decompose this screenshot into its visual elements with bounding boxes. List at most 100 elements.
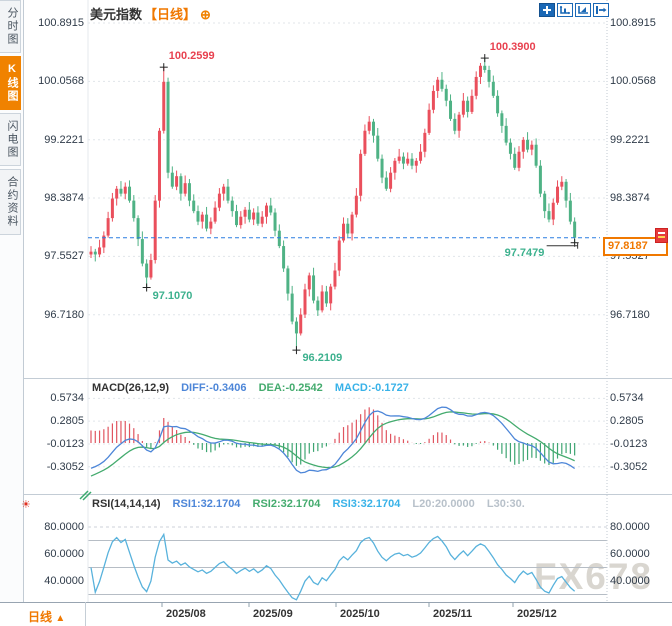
candle-body [436,79,440,91]
x-axis-label: 2025/12 [517,608,557,620]
candle-body [316,300,320,311]
rsi-line [90,532,576,601]
candle-body [187,183,191,201]
candle-body [363,130,367,154]
x-axis-label: 2025/08 [166,608,206,620]
chevron-up-icon: ▲ [55,613,66,624]
candle-body [115,188,119,199]
candle-body [419,151,423,161]
candle-body [440,79,444,89]
candle-body [196,211,200,222]
candle-body [153,200,157,261]
candle-body [560,181,564,187]
candle-body [517,151,521,168]
candle-body [209,221,213,229]
candle-body [140,239,144,264]
macd-layer [90,406,576,477]
candles-layer [89,58,577,351]
candle-body [243,209,247,217]
candle-body [513,153,517,168]
candle-body [132,200,136,219]
sidebar-item-contract-info[interactable]: 合约资料 [0,169,21,235]
candle-body [508,142,512,154]
candle-body [307,275,311,290]
candle-body [264,205,268,217]
add-indicator-icon[interactable]: ⊕ [200,7,211,22]
candle-body [538,165,542,194]
x-axis-label: 2025/09 [253,608,293,620]
candle-body [389,172,393,189]
price-alert-icon[interactable] [655,227,668,243]
candle-body [397,156,401,161]
candle-body [329,286,333,304]
candle-body [551,202,555,220]
candle-body [106,218,110,236]
candle-body [466,100,470,112]
candle-body [393,160,397,173]
sidebar: 分时图 K线图 闪电图 合约资料 [0,0,24,602]
candle-body [303,289,307,315]
exit-chart-icon[interactable] [593,3,609,17]
axis-range-icon[interactable] [557,3,573,17]
candle-body [487,69,491,82]
candle-body [273,212,277,231]
candle-body [410,158,414,166]
candle-body [166,81,170,173]
candle-body [217,193,221,208]
candle-body [376,135,380,159]
candle-body [427,109,431,133]
candle-body [521,139,525,152]
candle-body [367,121,371,131]
chart-header: 美元指数 【日线】 ⊕ [90,4,211,23]
x-axis-label: 2025/10 [340,608,380,620]
candle-body [247,209,251,220]
axis-zoom-icon[interactable] [575,3,591,17]
candle-body [478,65,482,77]
interval-tag: 【日线】 [144,7,197,22]
candle-body [145,263,149,278]
candle-body [423,132,427,152]
draw-tool-icon[interactable] [79,489,92,501]
candle-body [110,198,114,219]
candle-body [371,121,375,136]
candle-body [526,139,530,150]
symbol-title: 美元指数 [90,7,143,22]
sidebar-item-lightning[interactable]: 闪电图 [0,113,21,166]
candle-body [359,153,363,196]
crosshair-icon[interactable] [539,3,555,17]
sidebar-item-kline[interactable]: K线图 [0,56,21,110]
candle-body [543,193,547,212]
candle-body [354,195,358,215]
candle-body [333,270,337,287]
candle-body [449,100,453,119]
candle-body [431,90,435,110]
candle-body [123,186,127,194]
candle-body [170,172,174,187]
candle-body [556,186,560,203]
candle-body [414,160,418,166]
bottom-divider [85,602,86,626]
candle-body [299,314,303,334]
candle-body [179,176,183,194]
candle-body [534,144,538,166]
candle-body [384,177,388,189]
period-selector[interactable]: 日线 ▲ [28,610,66,624]
candle-body [205,214,209,229]
candle-body [401,156,405,164]
sidebar-item-timeshare[interactable]: 分时图 [0,0,21,53]
candle-body [461,100,465,115]
chart-toolbar [539,3,609,17]
candle-body [235,211,239,226]
candle-body [380,158,384,178]
candle-body [294,321,298,334]
candle-body [282,246,286,269]
candle-body [286,268,290,294]
candle-body [269,205,273,213]
candle-body [128,186,132,201]
candle-body [183,183,187,194]
candle-body [136,218,140,240]
candle-body [444,88,448,101]
candle-body [500,113,504,126]
candle-body [93,251,97,255]
